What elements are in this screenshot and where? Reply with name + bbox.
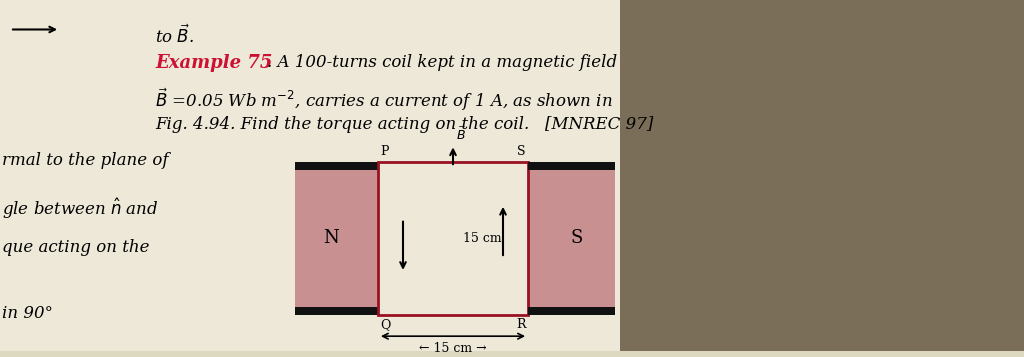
Text: ← 15 cm →: ← 15 cm → xyxy=(419,342,486,355)
Text: P: P xyxy=(380,145,388,158)
Bar xyxy=(620,0,1024,351)
Text: in 90°: in 90° xyxy=(2,305,53,322)
Text: S: S xyxy=(570,230,583,247)
Text: Q: Q xyxy=(380,318,390,332)
Text: $\vec{B}$ =0.05 Wb m$^{-2}$, carries a current of 1 A, as shown in: $\vec{B}$ =0.05 Wb m$^{-2}$, carries a c… xyxy=(155,86,612,113)
Text: Example 75: Example 75 xyxy=(155,54,272,72)
Bar xyxy=(295,170,378,307)
Text: rmal to the plane of: rmal to the plane of xyxy=(2,152,169,169)
Bar xyxy=(528,170,615,307)
Bar xyxy=(0,0,620,351)
Text: 15 cm: 15 cm xyxy=(463,232,502,245)
Text: . A 100-turns coil kept in a magnetic field: . A 100-turns coil kept in a magnetic fi… xyxy=(267,54,617,71)
Bar xyxy=(295,307,378,315)
Text: to $\vec{B}$.: to $\vec{B}$. xyxy=(155,25,195,47)
Text: $\vec{B}$: $\vec{B}$ xyxy=(456,125,466,142)
Text: gle between $\hat{n}$ and: gle between $\hat{n}$ and xyxy=(2,197,159,221)
Text: N: N xyxy=(324,230,339,247)
Bar xyxy=(295,162,378,170)
Bar xyxy=(528,307,615,315)
Text: que acting on the: que acting on the xyxy=(2,239,150,256)
Bar xyxy=(528,162,615,170)
Text: R: R xyxy=(516,318,526,332)
Text: S: S xyxy=(517,145,526,158)
Text: Fig. 4.94. Find the torque acting on the coil.   [MNREC 97]: Fig. 4.94. Find the torque acting on the… xyxy=(155,116,653,133)
Bar xyxy=(378,162,528,315)
